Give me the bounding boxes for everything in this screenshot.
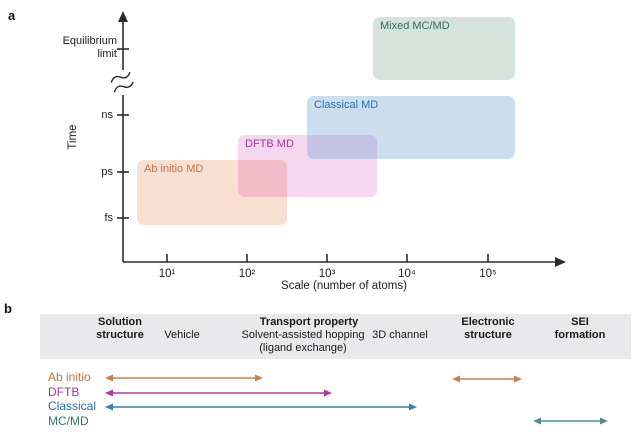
y-tick-label-equilibrium-limit: Equilibrium limit (62, 35, 117, 60)
y-axis-title: Time (67, 124, 79, 150)
arrowhead-icon (255, 374, 263, 382)
method-regions (137, 17, 515, 225)
arrowhead-icon (514, 375, 522, 383)
arrowhead-icon (105, 374, 113, 382)
arrowhead-icon (105, 389, 113, 397)
x-tick-label: 10⁴ (398, 268, 416, 280)
y-axis-arrowhead-icon (118, 11, 128, 22)
y-tick-label-ps: ps (101, 166, 113, 178)
x-tick-label: 10¹ (158, 268, 176, 280)
coverage-arrows (105, 374, 608, 425)
region-label-mixed-mc-md: Mixed MC/MD (380, 20, 450, 32)
method-region (307, 96, 515, 159)
column-subheader-solvent-assisted-hopping: Solvent-assisted hopping (ligand exchang… (241, 329, 365, 354)
row-label-ab-initio: Ab initio (48, 370, 91, 384)
region-label-dftb-md: DFTB MD (245, 138, 294, 150)
x-tick-label: 10³ (318, 268, 336, 280)
axis-break-icon (110, 72, 134, 93)
axes (110, 11, 566, 267)
y-tick-label-ns: ns (101, 109, 113, 121)
x-tick-label: 10² (238, 268, 256, 280)
column-header-solution-structure: Solution structure (96, 316, 144, 341)
arrowhead-icon (600, 417, 608, 425)
row-label-mc-md: MC/MD (48, 414, 89, 428)
column-header-transport-property: Transport property (259, 316, 359, 328)
panel-a-label: a (8, 8, 16, 23)
arrowhead-icon (324, 389, 332, 397)
x-axis-title: Scale (number of atoms) (281, 280, 407, 292)
row-label-classical: Classical (48, 399, 97, 413)
row-label-dftb: DFTB (48, 385, 80, 399)
region-label-ab-initio-md: Ab initio MD (144, 163, 204, 175)
column-header-sei-formation: SEI formation (554, 316, 606, 341)
arrowhead-icon (452, 375, 460, 383)
x-ticks (166, 254, 489, 262)
property-header-bar (40, 314, 631, 359)
arrowhead-icon (409, 403, 417, 411)
column-header-electronic-structure: Electronic structure (461, 316, 515, 341)
arrowhead-icon (533, 417, 541, 425)
x-tick-label: 10⁵ (479, 268, 497, 280)
y-tick-label-fs: fs (104, 212, 113, 224)
column-header-vehicle: Vehicle (164, 329, 200, 341)
x-axis-arrowhead-icon (555, 257, 566, 267)
column-header-3d-channel: 3D channel (372, 329, 428, 341)
y-ticks (117, 48, 129, 219)
panel-b-label: b (4, 301, 12, 316)
method-region (373, 17, 515, 80)
method-region (137, 160, 287, 225)
region-label-classical-md: Classical MD (314, 99, 379, 111)
method-region (238, 135, 377, 197)
arrowhead-icon (105, 403, 113, 411)
